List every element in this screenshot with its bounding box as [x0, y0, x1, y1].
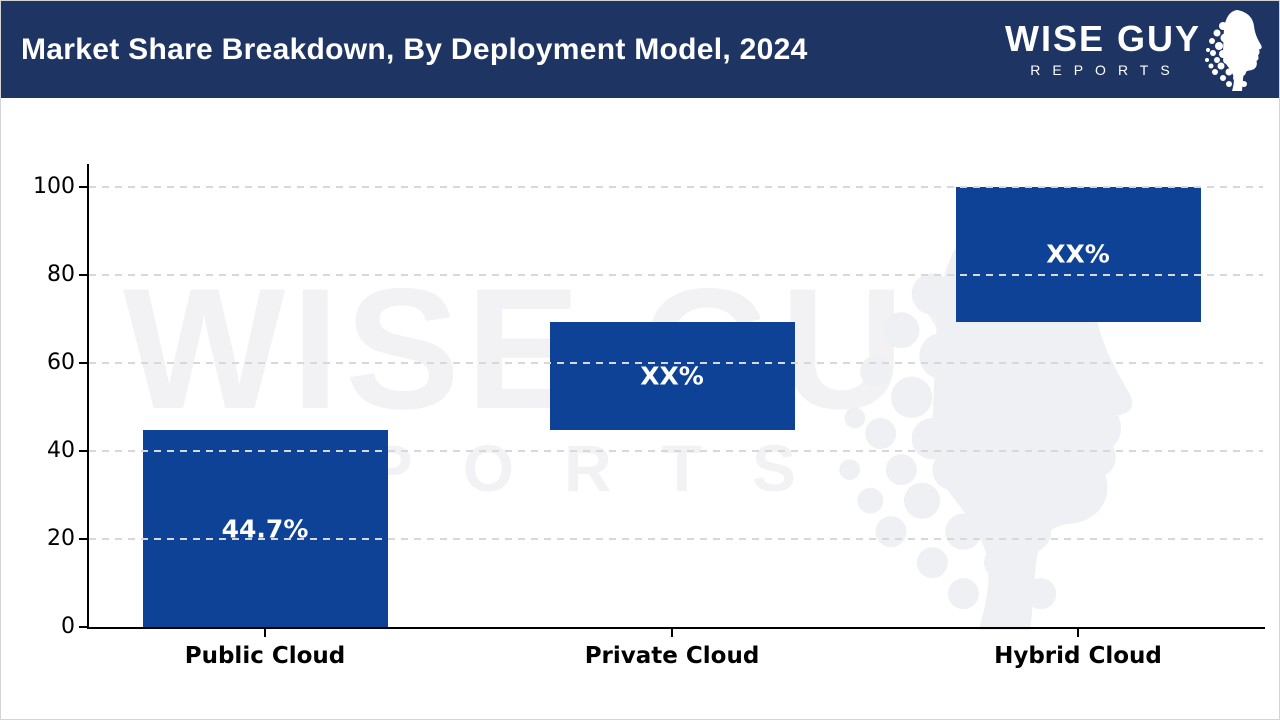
bar-value-label: XX% [640, 361, 704, 391]
logo-subtitle: REPORTS [1030, 62, 1182, 78]
y-axis-line [87, 164, 89, 629]
gridline [89, 362, 1263, 364]
bar-value-label: XX% [1046, 239, 1110, 269]
x-tick-mark [671, 629, 673, 637]
x-category-label: Public Cloud [184, 643, 346, 669]
y-tick-mark [79, 362, 87, 364]
y-tick-mark [79, 274, 87, 276]
y-tick-label: 80 [47, 262, 75, 287]
gridline [89, 450, 1263, 452]
y-tick-label: 0 [61, 614, 75, 639]
bar-segment [955, 187, 1201, 322]
y-tick-label: 100 [33, 174, 75, 199]
logo-face-icon [1205, 9, 1262, 91]
y-tick-mark [79, 450, 87, 452]
bar-segment [142, 430, 388, 627]
logo-text: WISE GUY REPORTS [1004, 18, 1201, 79]
x-category-label: Private Cloud [584, 643, 760, 669]
gridline [89, 274, 1263, 276]
wise-guy-logo: WISE GUY REPORTS [1005, 8, 1263, 92]
x-axis-line [87, 627, 1265, 629]
bar-chart: 0 20 40 60 80 100 44.7% Public Cloud XX% Private … [33, 174, 1263, 669]
y-tick-label: 60 [47, 350, 75, 375]
logo-wordmark: WISE GUY [1004, 18, 1201, 59]
y-tick-mark [79, 538, 87, 540]
x-tick-mark [1077, 629, 1079, 637]
y-tick-mark [79, 186, 87, 188]
page-title: Market Share Breakdown, By Deployment Mo… [21, 32, 808, 66]
header: Market Share Breakdown, By Deployment Mo… [1, 1, 1279, 98]
y-tick-label: 20 [47, 526, 75, 551]
y-tick-label: 40 [47, 438, 75, 463]
x-tick-mark [264, 629, 266, 637]
x-category-label: Hybrid Cloud [994, 643, 1162, 669]
bar-segment [549, 321, 795, 431]
gridline [89, 538, 1263, 540]
gridline [89, 186, 1263, 188]
y-tick-mark [79, 626, 87, 628]
bar-value-label: 44.7% [221, 514, 309, 544]
